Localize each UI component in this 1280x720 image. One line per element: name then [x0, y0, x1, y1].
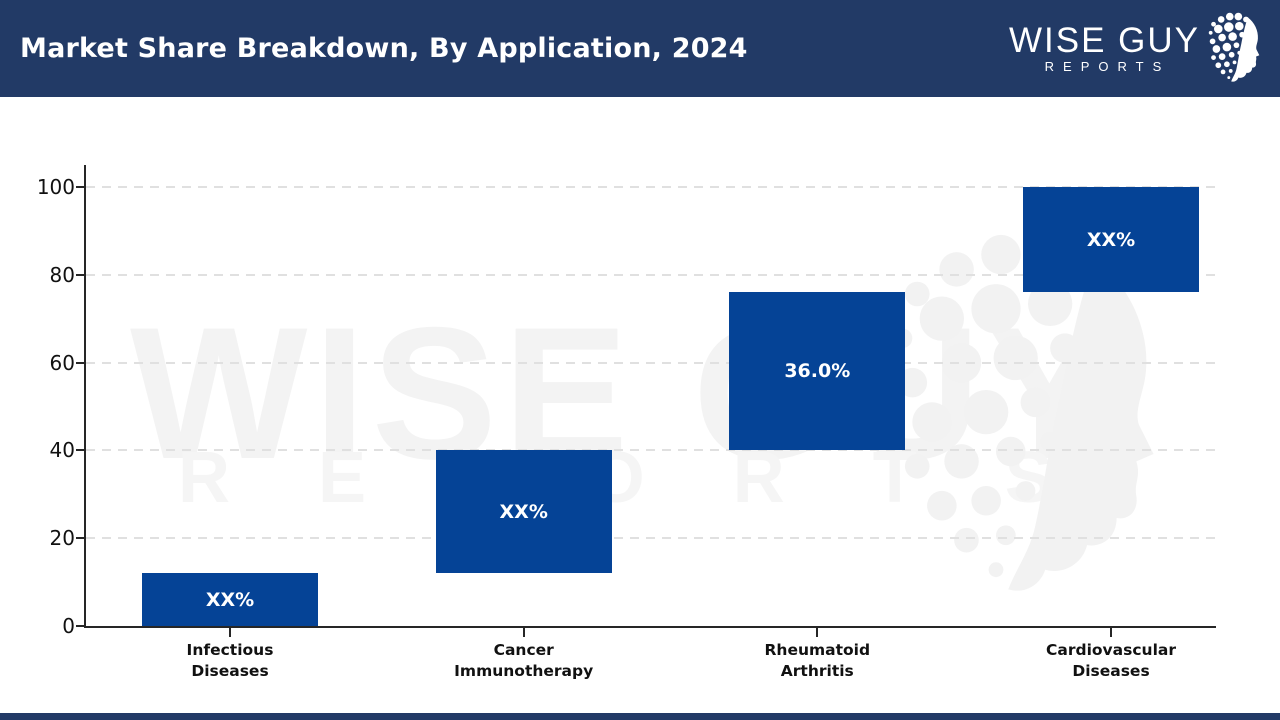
logo-wordmark: WISE GUY: [1008, 20, 1200, 60]
y-tick-mark-60: [76, 361, 85, 364]
brand-logo-text: WISE GUY REPORTS: [1008, 20, 1200, 75]
x-category-label-1: Cancer Immunotherapy: [454, 641, 594, 680]
bar-2: 36.0%: [729, 292, 906, 451]
y-tick-label-20: 20: [49, 526, 75, 551]
watermark-face-icon: [892, 234, 1154, 591]
gridline-20: [86, 537, 1215, 540]
x-tick-mark-1: [522, 628, 525, 637]
bar-value-label-2: 36.0%: [784, 360, 851, 383]
gridline-100: [86, 186, 1215, 188]
x-tick-mark-2: [816, 628, 819, 637]
y-tick-mark-100: [76, 186, 85, 188]
y-tick-label-80: 80: [49, 262, 75, 287]
y-axis-line: [84, 165, 86, 627]
bar-value-label-1: XX%: [499, 500, 548, 523]
y-tick-mark-80: [76, 273, 85, 276]
bar-1: XX%: [435, 450, 612, 574]
x-category-label-3: Cardiovascular Diseases: [1046, 641, 1176, 680]
y-tick-label-40: 40: [49, 438, 75, 463]
gridline-60: [86, 361, 1215, 364]
chart-title: Market Share Breakdown, By Application, …: [20, 33, 748, 64]
gridline-40: [86, 449, 1215, 452]
x-category-label-0: Infectious Diseases: [186, 641, 274, 680]
bar-3: XX%: [1023, 187, 1199, 293]
y-tick-label-0: 0: [62, 614, 75, 638]
x-tick-mark-0: [229, 628, 231, 637]
chart-area: WISE GUY R E P O R T S 0 20 40 60 80 100 XX% In…: [0, 97, 1280, 713]
brand-logo: WISE GUY REPORTS: [1009, 10, 1280, 88]
bar-0: XX%: [142, 573, 318, 626]
header-banner: Market Share Breakdown, By Application, …: [0, 0, 1280, 97]
x-category-label-2: Rheumatoid Arthritis: [764, 641, 871, 680]
y-tick-mark-0: [76, 625, 85, 627]
y-tick-mark-40: [76, 449, 85, 452]
x-axis-line: [84, 626, 1216, 628]
bar-value-label-3: XX%: [1086, 228, 1136, 251]
footer-bar: [0, 713, 1280, 720]
logo-subtext: REPORTS: [1044, 59, 1171, 75]
gridline-80: [86, 273, 1215, 276]
face-profile-icon: [1208, 12, 1260, 82]
y-tick-mark-20: [76, 537, 85, 540]
y-tick-label-100: 100: [36, 175, 75, 199]
bar-value-label-0: XX%: [205, 588, 255, 611]
y-tick-label-60: 60: [49, 350, 75, 375]
x-tick-mark-3: [1110, 628, 1112, 637]
